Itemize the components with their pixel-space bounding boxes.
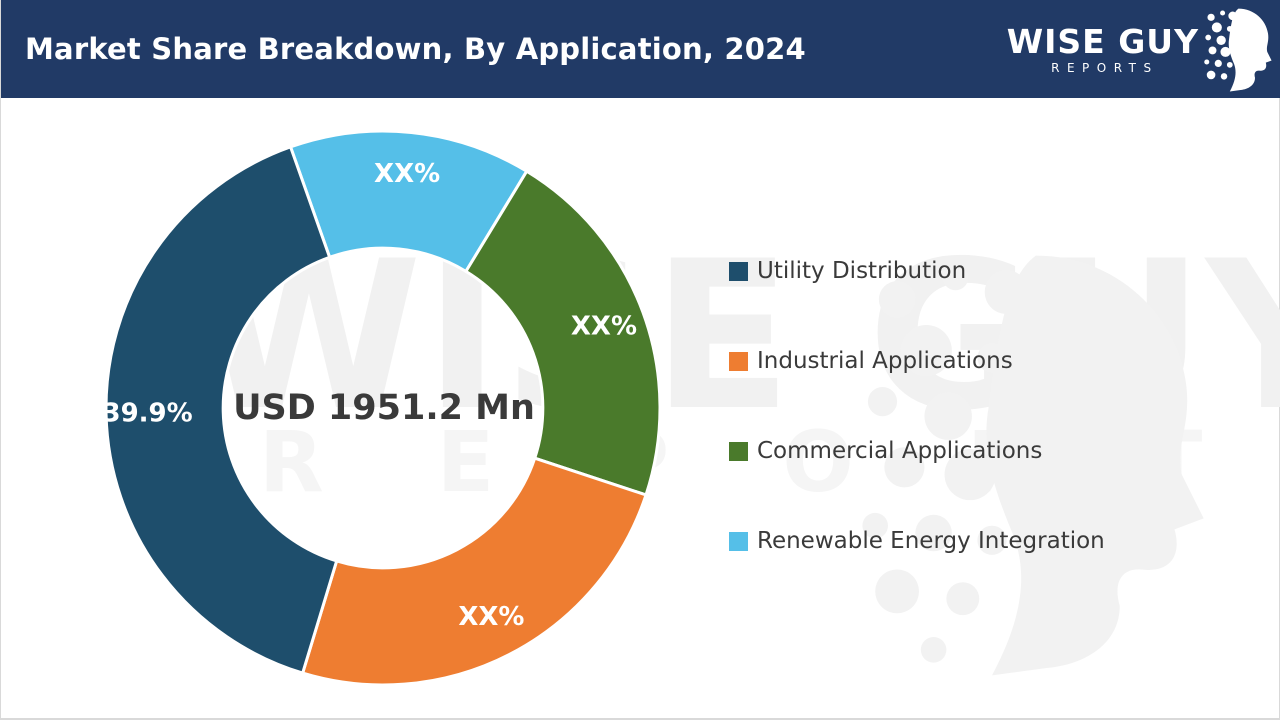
brand-logo-text: WISE GUY REPORTS bbox=[1007, 25, 1199, 74]
page-title: Market Share Breakdown, By Application, … bbox=[25, 32, 806, 66]
legend-item-utility-distribution: Utility Distribution bbox=[729, 246, 1105, 296]
legend-label-utility-distribution: Utility Distribution bbox=[757, 258, 967, 284]
legend-swatch-industrial-applications bbox=[729, 351, 748, 371]
legend-item-commercial-applications: Commercial Applications bbox=[729, 426, 1105, 476]
donut-center-value: USD 1951.2 Mn bbox=[233, 388, 535, 428]
donut-chart: XX% XX% XX% 39.9% bbox=[73, 98, 693, 722]
segment-value-label: XX% bbox=[571, 312, 637, 342]
legend-swatch-commercial-applications bbox=[729, 441, 748, 461]
header-bar: Market Share Breakdown, By Application, … bbox=[1, 0, 1280, 98]
brand-name: WISE GUY bbox=[1006, 21, 1199, 61]
legend-label-renewable-energy-integration: Renewable Energy Integration bbox=[757, 528, 1105, 554]
segment-value-label: XX% bbox=[374, 159, 440, 189]
brand-subname: REPORTS bbox=[1051, 60, 1159, 75]
donut-segment-commercial-applications bbox=[464, 169, 662, 497]
donut-segment-utility-distribution bbox=[104, 145, 339, 675]
legend-swatch-utility-distribution bbox=[729, 261, 748, 281]
brand-logo: WISE GUY REPORTS bbox=[1007, 5, 1280, 93]
donut-segment-industrial-applications bbox=[301, 456, 648, 687]
brand-face-icon bbox=[1204, 8, 1272, 92]
watermark-face-icon bbox=[862, 255, 1204, 676]
legend-label-industrial-applications: Industrial Applications bbox=[757, 348, 1013, 374]
donut-svg: XX% XX% XX% 39.9% bbox=[103, 129, 662, 687]
legend-label-commercial-applications: Commercial Applications bbox=[757, 438, 1043, 464]
segment-value-label: 39.9% bbox=[103, 398, 193, 428]
legend-item-industrial-applications: Industrial Applications bbox=[729, 336, 1105, 386]
legend: Utility Distribution Industrial Applicat… bbox=[729, 246, 1105, 606]
legend-item-renewable-energy-integration: Renewable Energy Integration bbox=[729, 516, 1105, 566]
legend-swatch-renewable-energy-integration bbox=[729, 531, 748, 551]
segment-value-label: XX% bbox=[458, 602, 524, 632]
